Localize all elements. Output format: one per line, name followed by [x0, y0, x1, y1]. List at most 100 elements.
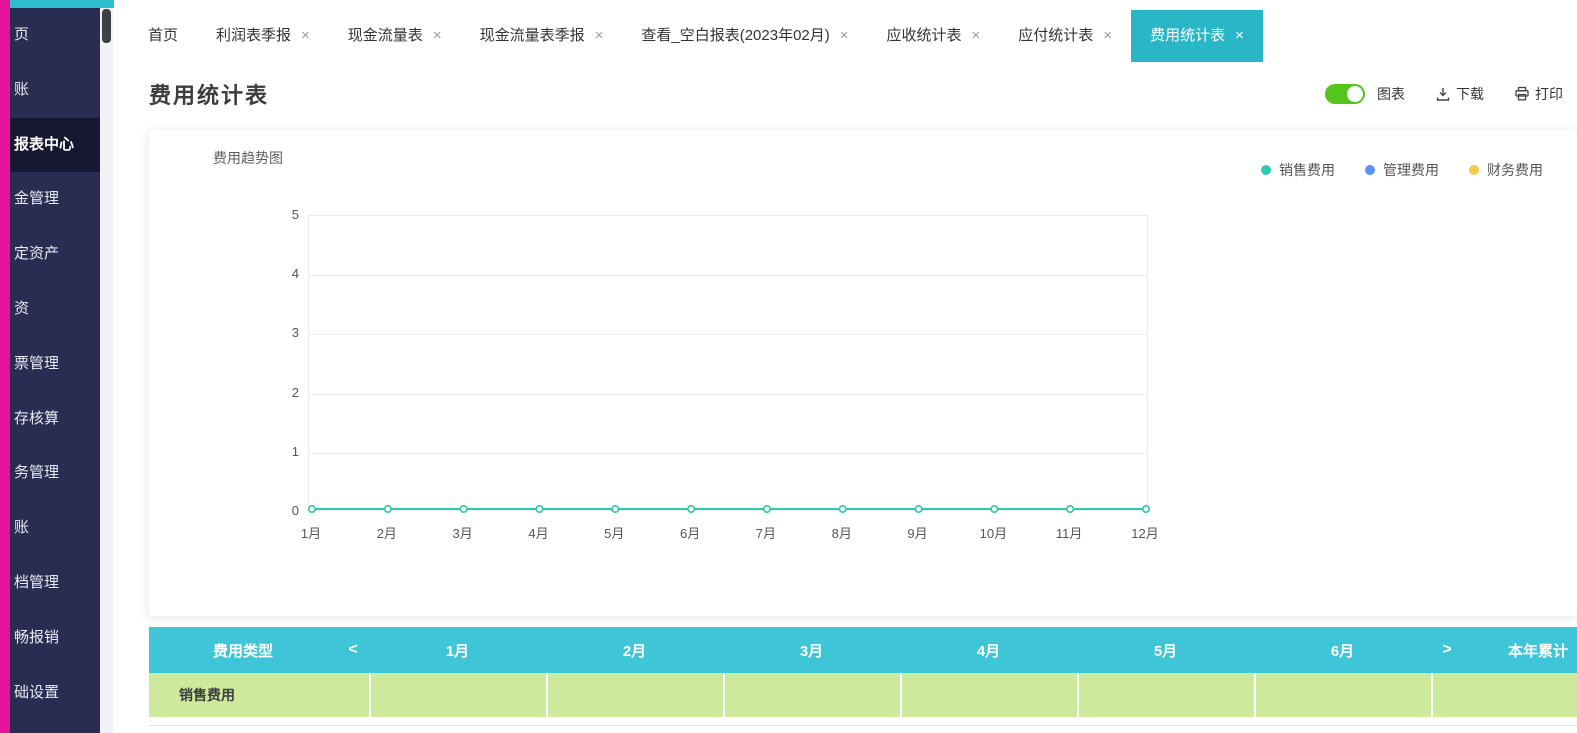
- x-tick-label: 8月: [831, 526, 852, 541]
- legend-label: 财务费用: [1487, 162, 1543, 178]
- value-cell: [1254, 673, 1431, 717]
- print-button[interactable]: 打印: [1514, 84, 1563, 104]
- tab-close-icon[interactable]: ×: [1235, 27, 1244, 44]
- chart-toggle-label: 图表: [1377, 86, 1405, 102]
- x-tick-label: 12月: [1131, 526, 1159, 541]
- chart-toggle[interactable]: [1325, 84, 1365, 104]
- header-cell-month: 6月: [1330, 642, 1355, 660]
- x-tick-label: 2月: [376, 526, 397, 541]
- sidebar-item[interactable]: 账: [14, 80, 30, 98]
- tab[interactable]: 现金流量表季报 ×: [461, 10, 623, 62]
- x-tick-label: 1月: [300, 526, 322, 541]
- tab[interactable]: 首页: [129, 10, 197, 62]
- header-cell-type: 费用类型: [212, 642, 273, 660]
- chart-legend: 销售费用 管理费用 财务费用: [1261, 160, 1543, 180]
- y-tick-label: 0: [291, 503, 299, 518]
- tab[interactable]: 现金流量表 ×: [329, 10, 461, 62]
- legend-item[interactable]: 销售费用: [1261, 160, 1335, 180]
- sidebar-scrollbar-thumb[interactable]: [102, 9, 111, 43]
- tab[interactable]: 费用统计表 ×: [1131, 10, 1263, 62]
- tab-close-icon[interactable]: ×: [301, 27, 310, 44]
- x-tick-label: 9月: [907, 526, 928, 541]
- data-point-marker: [611, 504, 620, 513]
- value-cell: [546, 673, 723, 717]
- value-cell: [723, 673, 900, 717]
- sidebar-top-accent: [10, 0, 114, 8]
- x-tick-label: 10月: [979, 526, 1008, 541]
- tab-bar: 首页 利润表季报 × 现金流量表 × 现金流量表季报 × 查看_空白报表(2023年02月) ×…: [113, 0, 1577, 62]
- x-tick-label: 7月: [755, 526, 777, 541]
- print-icon: [1514, 86, 1530, 102]
- plot-area: [307, 215, 1150, 513]
- y-tick-label: 3: [291, 325, 299, 341]
- header-cell-total: 本年累计: [1507, 642, 1568, 660]
- tab-label: 首页: [148, 27, 179, 44]
- legend-dot-icon: [1365, 165, 1375, 175]
- sidebar-scrollbar[interactable]: [100, 0, 113, 733]
- gridline: [309, 275, 1147, 277]
- tab-close-icon[interactable]: ×: [839, 27, 849, 44]
- gridline: [309, 393, 1147, 395]
- sidebar-item[interactable]: 页: [14, 26, 30, 43]
- y-axis: 5 4 3 2 1 0: [253, 207, 305, 518]
- tab-close-icon[interactable]: ×: [971, 27, 981, 44]
- legend-label: 管理费用: [1383, 162, 1439, 178]
- header-cell-month: 1月: [445, 642, 470, 660]
- sidebar-item[interactable]: 畅报销: [14, 628, 60, 646]
- data-point-marker: [1066, 504, 1075, 513]
- left-accent-strip: [0, 0, 10, 733]
- trend-line-chart: [307, 504, 1150, 513]
- tab[interactable]: 利润表季报 ×: [197, 10, 329, 62]
- legend-dot-icon: [1469, 165, 1479, 175]
- table-header-row: 费用类型 <1月 2月 3月 4月 5月 6月 > 本年累计: [149, 627, 1577, 673]
- data-point-marker: [535, 504, 544, 513]
- y-tick-label: 5: [291, 207, 299, 222]
- table-row: 销售费用: [149, 673, 1577, 717]
- x-tick-label: 5月: [604, 526, 625, 541]
- x-tick-label: 6月: [679, 526, 701, 541]
- print-label: 打印: [1535, 86, 1563, 102]
- total-cell: [1431, 673, 1577, 717]
- gridline: [309, 452, 1147, 454]
- sidebar-item[interactable]: 档管理: [14, 573, 60, 591]
- tab-label: 费用统计表: [1150, 27, 1226, 44]
- sidebar-item[interactable]: 票管理: [14, 354, 60, 372]
- sidebar-item[interactable]: 存核算: [14, 409, 60, 427]
- gridline: [309, 334, 1147, 336]
- chart-card: 费用趋势图 销售费用 管理费用 财务费用 5 4 3 2 1 0 1月 2月 3月 4月 5月 6月 7月…: [149, 130, 1577, 616]
- sidebar-item[interactable]: 定资产: [14, 245, 60, 263]
- x-tick-label: 3月: [452, 526, 473, 541]
- tab-close-icon[interactable]: ×: [432, 27, 442, 44]
- x-tick-label: 4月: [528, 526, 549, 541]
- tab[interactable]: 应付统计表 ×: [999, 10, 1131, 62]
- page-header: 费用统计表 图表 下载: [113, 62, 1577, 118]
- y-tick-label: 2: [291, 384, 299, 400]
- legend-item[interactable]: 管理费用: [1365, 160, 1439, 180]
- download-button[interactable]: 下载: [1435, 84, 1484, 104]
- tab[interactable]: 查看_空白报表(2023年02月) ×: [622, 10, 867, 62]
- legend-item[interactable]: 财务费用: [1469, 160, 1543, 180]
- data-point-marker: [1141, 504, 1150, 513]
- tab[interactable]: 应收统计表 ×: [868, 10, 1000, 62]
- tab-label: 应收统计表: [886, 27, 962, 44]
- row-rule: [149, 725, 1577, 726]
- data-point-marker: [838, 504, 847, 513]
- sidebar-item[interactable]: 资: [14, 299, 30, 317]
- sidebar-item[interactable]: 报表中心: [10, 117, 100, 173]
- tab-close-icon[interactable]: ×: [1103, 27, 1113, 44]
- data-point-marker: [459, 504, 468, 513]
- value-cell: [1077, 673, 1254, 717]
- sidebar-item[interactable]: 账: [14, 519, 30, 537]
- tab-close-icon[interactable]: ×: [594, 27, 604, 44]
- tab-label: 现金流量表: [347, 27, 423, 44]
- legend-label: 销售费用: [1279, 162, 1335, 178]
- sidebar-item[interactable]: 务管理: [14, 464, 60, 482]
- sidebar-item[interactable]: 础设置: [14, 683, 60, 701]
- download-icon: [1435, 86, 1451, 102]
- month-nav-next[interactable]: >: [1442, 641, 1452, 658]
- download-label: 下载: [1456, 86, 1484, 102]
- sidebar-item[interactable]: 金管理: [14, 190, 60, 208]
- month-nav-prev[interactable]: <: [348, 641, 358, 658]
- fee-table: 费用类型 <1月 2月 3月 4月 5月 6月 > 本年累计 销售费用: [149, 627, 1577, 733]
- y-tick-label: 4: [291, 266, 299, 282]
